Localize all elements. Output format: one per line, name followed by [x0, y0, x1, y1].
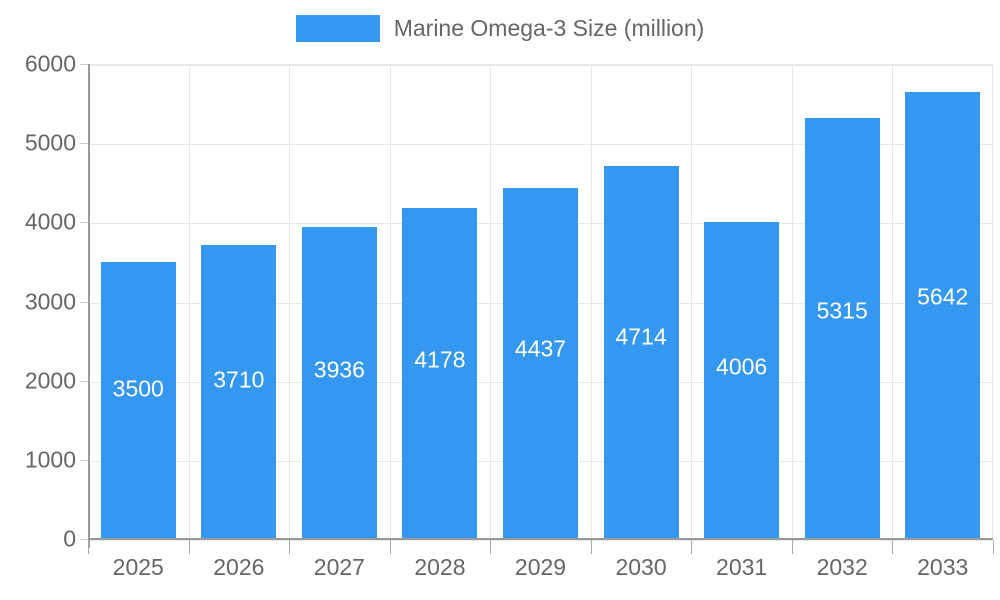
- gridline-horizontal: [88, 540, 992, 541]
- y-tick-label-0: 0: [63, 525, 76, 552]
- x-tick-label-2027: 2027: [313, 554, 365, 580]
- gridline-vertical: [189, 65, 190, 539]
- bar[interactable]: [100, 261, 176, 539]
- legend-item-marine-omega-3[interactable]: Marine Omega-3 Size (million): [295, 14, 705, 42]
- x-tick-mark: [892, 540, 894, 554]
- y-tick-label-2000: 2000: [24, 367, 76, 394]
- x-tick-label-2025: 2025: [112, 554, 164, 580]
- chart-legend: Marine Omega-3 Size (million): [0, 8, 1000, 48]
- x-tick-mark: [289, 540, 291, 554]
- y-tick-label-5000: 5000: [24, 129, 76, 156]
- x-axis-line: [88, 538, 993, 540]
- y-tick-label-4000: 4000: [24, 208, 76, 235]
- y-tick-mark: [80, 539, 88, 540]
- bar[interactable]: [201, 245, 277, 539]
- y-tick-mark: [80, 381, 88, 382]
- bar[interactable]: [301, 227, 377, 539]
- bar[interactable]: [402, 208, 478, 539]
- gridline-vertical: [490, 65, 491, 539]
- x-tick-mark: [88, 540, 89, 554]
- x-tick-label-2032: 2032: [816, 554, 868, 580]
- y-tick-mark: [80, 143, 88, 144]
- y-tick-mark: [80, 64, 88, 65]
- x-tick-mark: [791, 540, 793, 554]
- bars-layer: 3500 3710 3936 4178 4437 4714 4006 5315 5642: [88, 65, 992, 539]
- x-tick-mark: [188, 540, 190, 554]
- y-axis-line: [88, 64, 90, 548]
- x-tick-label-2026: 2026: [213, 554, 265, 580]
- legend-label: Marine Omega-3 Size (million): [393, 14, 705, 41]
- x-tick-mark: [691, 540, 693, 554]
- gridline-vertical: [591, 65, 592, 539]
- x-tick-label-2030: 2030: [615, 554, 667, 580]
- x-tick-label-2033: 2033: [917, 554, 969, 580]
- bar[interactable]: [503, 187, 578, 539]
- x-tick-label-2029: 2029: [514, 554, 567, 580]
- y-tick-mark: [80, 302, 88, 303]
- gridline-vertical: [289, 65, 290, 539]
- bar[interactable]: [603, 165, 679, 539]
- gridline-horizontal: [88, 65, 992, 66]
- y-tick-mark: [80, 222, 88, 223]
- x-tick-mark: [993, 540, 994, 554]
- x-tick-mark: [590, 540, 592, 554]
- gridline-horizontal: [88, 144, 992, 146]
- x-tick-label-2028: 2028: [414, 554, 466, 580]
- gridline-vertical: [792, 65, 793, 539]
- gridline-vertical: [691, 65, 692, 539]
- gridline-vertical: [390, 65, 391, 539]
- x-tick-mark: [490, 540, 492, 554]
- y-tick-mark: [80, 460, 88, 461]
- bar[interactable]: [704, 221, 780, 539]
- y-tick-label-6000: 6000: [24, 50, 76, 77]
- legend-swatch-icon: [295, 14, 380, 42]
- bar[interactable]: [804, 118, 880, 539]
- plot-area: 3500 3710 3936 4178 4437 4714 4006 5315 5642: [88, 64, 993, 541]
- y-tick-label-3000: 3000: [24, 288, 76, 315]
- y-tick-label-1000: 1000: [24, 446, 76, 473]
- bar[interactable]: [905, 92, 981, 539]
- y-axis-tick-labels: 0 1000 2000 3000 4000 5000 6000: [0, 0, 76, 600]
- x-tick-mark: [389, 540, 391, 554]
- x-tick-label-2031: 2031: [716, 554, 768, 580]
- gridline-vertical: [892, 65, 893, 539]
- vertical-gridlines: [88, 65, 992, 539]
